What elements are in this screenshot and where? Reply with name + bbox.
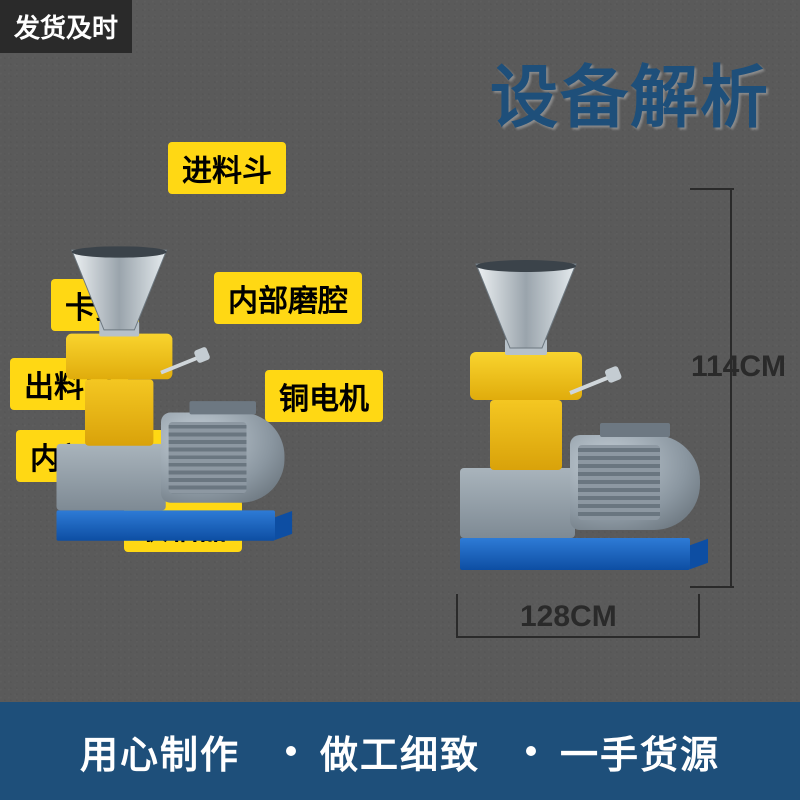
machine-motor xyxy=(161,413,285,503)
machine-base xyxy=(57,510,276,540)
machine-mill xyxy=(66,334,172,380)
machine-column xyxy=(85,379,153,446)
footer-bar: 用心制作 做工细致 一手货源 xyxy=(0,702,800,800)
machine-column xyxy=(490,400,562,470)
machine-mill xyxy=(470,352,582,400)
machine-gearbox xyxy=(460,468,575,538)
machine-motor xyxy=(570,435,700,530)
dimension-width: 128CM xyxy=(520,600,617,634)
footer-text-c: 一手货源 xyxy=(560,724,720,779)
motor-fins-icon xyxy=(578,445,660,520)
dimension-line-horizontal xyxy=(456,636,700,638)
machine-hopper xyxy=(472,260,580,352)
hopper-icon xyxy=(472,260,580,352)
machine-diagram-left xyxy=(57,189,304,541)
machine-gearbox xyxy=(57,444,166,511)
machine-diagram-right xyxy=(460,200,720,570)
footer-text-b: 做工细致 xyxy=(320,724,480,779)
motor-fins-icon xyxy=(169,422,247,493)
shipping-badge: 发货及时 xyxy=(0,0,132,53)
page-title: 设备解析 xyxy=(490,42,770,141)
dimension-line-vertical xyxy=(730,188,732,588)
machine-hopper xyxy=(68,246,171,333)
machine-base xyxy=(460,538,690,570)
label-feed-hopper: 进料斗 xyxy=(168,142,286,194)
hopper-icon xyxy=(68,246,171,333)
footer-text-a: 用心制作 xyxy=(80,724,240,779)
